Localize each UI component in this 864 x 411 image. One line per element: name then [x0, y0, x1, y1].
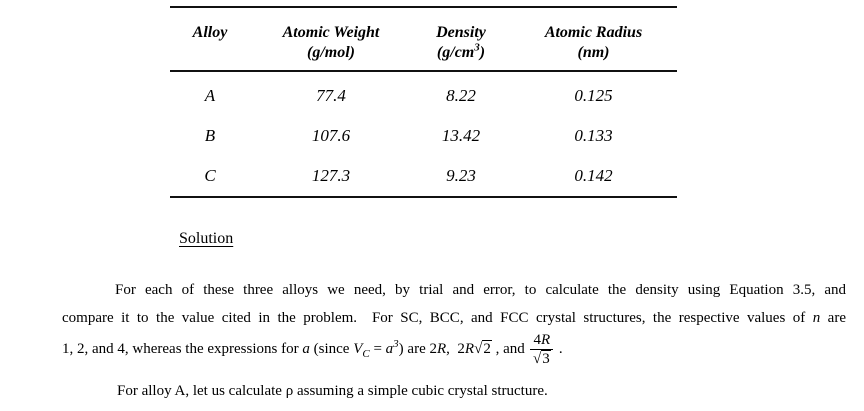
line3-text-2: (since	[309, 341, 354, 357]
table-row-alloy-b: B 107.6 13.42 0.133	[170, 116, 677, 156]
paragraph-line-3: 1, 2, and 4, whereas the expressions for…	[62, 330, 846, 368]
table-row-alloy-a: A 77.4 8.22 0.125	[170, 76, 677, 116]
cell-atomic-radius: 0.142	[574, 166, 613, 185]
cell-density: 9.23	[446, 166, 476, 185]
header-title-density: Density	[436, 24, 486, 41]
line3-text-6: , and	[491, 341, 529, 357]
radical-sign-denominator: √	[532, 350, 542, 367]
header-cell-atomic-radius: Atomic Radius (nm)	[510, 23, 677, 63]
solution-heading: Solution	[179, 230, 234, 247]
line3-text-4: ) are 2	[398, 341, 437, 357]
density-unit-exponent: 3	[474, 41, 480, 54]
density-unit-post: )	[479, 44, 486, 61]
cell-atomic-weight: 77.4	[316, 86, 346, 105]
cell-alloy: B	[204, 126, 216, 145]
line3-text-3: =	[369, 341, 386, 357]
cell-atomic-radius: 0.133	[574, 126, 613, 145]
cell-atomic-radius: 0.125	[574, 86, 613, 105]
line3-text-5: , 2	[446, 341, 465, 357]
fraction-numerator: 4R	[530, 331, 554, 350]
table-bottom-rule	[170, 196, 677, 198]
cell-atomic-weight: 127.3	[311, 166, 351, 185]
header-cell-alloy: Alloy	[170, 23, 250, 43]
cell-atomic-weight: 107.6	[311, 126, 351, 145]
math-var-R-numerator: R	[540, 331, 551, 348]
line2-text-post: are	[820, 310, 846, 326]
alloy-properties-table: Alloy Atomic Weight (g/mol) Density (g/c…	[170, 6, 677, 198]
para2-text-post: assuming a simple cubic crystal structur…	[293, 383, 548, 399]
table-top-rule	[170, 6, 677, 8]
radical-sign: √	[474, 341, 483, 357]
math-var-rho: ρ	[285, 383, 294, 399]
header-title-atomic-radius: Atomic Radius	[544, 24, 643, 41]
math-subscript-C: C	[362, 348, 370, 360]
math-var-V: V	[353, 341, 363, 357]
math-fraction-4R-over-sqrt3: 4R √3	[530, 331, 554, 367]
line2-text-pre: compare it to the value cited in the pro…	[62, 310, 813, 326]
header-unit-density: (g/cm3)	[412, 41, 510, 63]
paragraph-line-4: For alloy A, let us calculate ρ assuming…	[62, 377, 846, 405]
math-var-R2: R	[464, 341, 475, 357]
header-title-alloy: Alloy	[192, 24, 228, 41]
header-cell-atomic-weight: Atomic Weight (g/mol)	[250, 23, 412, 63]
cell-alloy: C	[204, 166, 216, 185]
radicand-2: 2	[482, 340, 492, 357]
table-body: A 77.4 8.22 0.125 B 107.6 13.42 0.133 C …	[170, 72, 677, 196]
density-unit-pre: (g/cm	[436, 44, 475, 61]
math-var-n: n	[812, 310, 821, 326]
cell-density: 13.42	[441, 126, 481, 145]
fraction-denominator: √3	[530, 349, 553, 367]
table-row-alloy-c: C 127.3 9.23 0.142	[170, 156, 677, 196]
paragraph-line-2: compare it to the value cited in the pro…	[62, 304, 846, 332]
radicand-3: 3	[541, 349, 551, 367]
header-unit-atomic-radius: (nm)	[577, 44, 610, 61]
table-header-row: Alloy Atomic Weight (g/mol) Density (g/c…	[170, 8, 677, 70]
line3-text-1: 1, 2, and 4, whereas the expressions for	[62, 341, 303, 357]
paragraph-line-1: For each of these three alloys we need, …	[115, 282, 846, 298]
cell-density: 8.22	[446, 86, 476, 105]
math-var-R: R	[436, 341, 447, 357]
table-header-separator-rule	[170, 70, 677, 72]
math-sqrt-2: √2	[474, 340, 492, 357]
header-cell-density: Density (g/cm3)	[412, 23, 510, 63]
math-var-a-cubed: a	[385, 341, 394, 357]
header-title-atomic-weight: Atomic Weight	[282, 24, 380, 41]
math-superscript-3: 3	[393, 338, 399, 350]
numerator-digit: 4	[533, 331, 541, 348]
math-var-a: a	[302, 341, 310, 357]
cell-alloy: A	[204, 86, 216, 105]
header-unit-atomic-weight: (g/mol)	[307, 44, 355, 61]
line3-text-7: .	[555, 341, 563, 357]
para2-text-pre: For alloy A, let us calculate	[117, 383, 286, 399]
